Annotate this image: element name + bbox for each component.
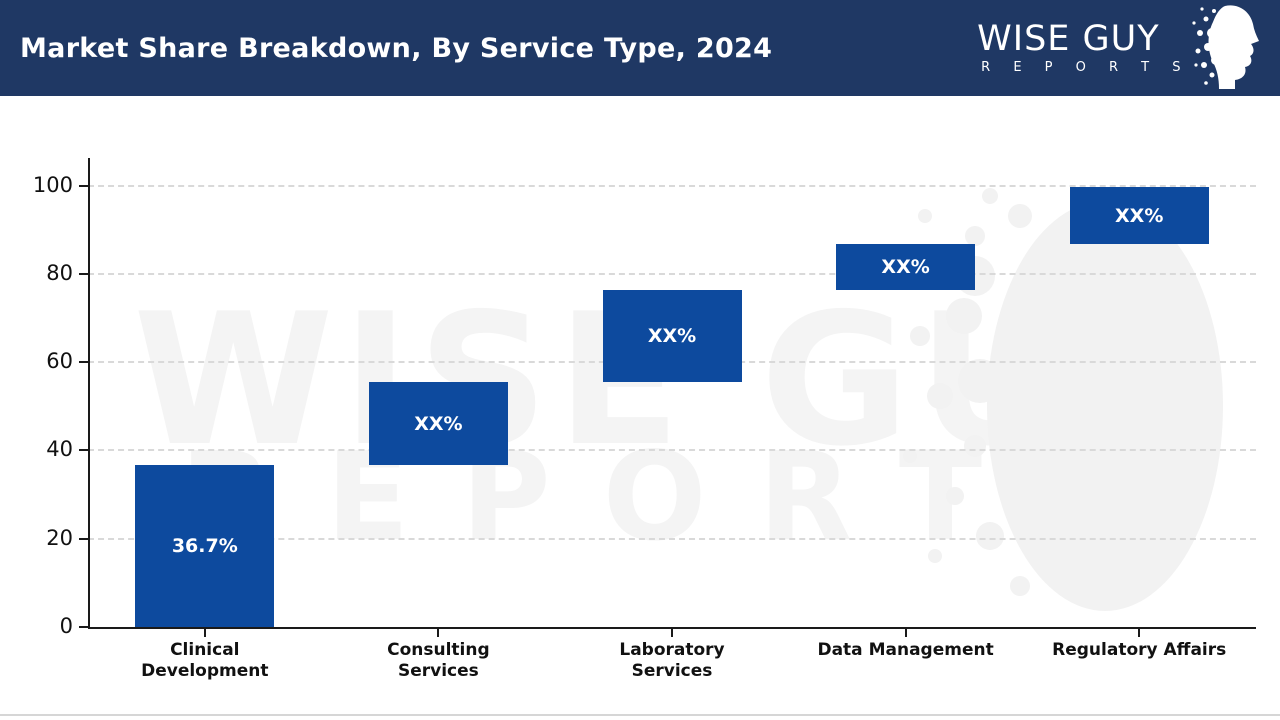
logo-head-icon (1192, 5, 1259, 89)
y-tick-mark (79, 184, 88, 187)
x-category-label: Regulatory Affairs (1052, 640, 1227, 660)
y-axis-spine (88, 158, 90, 629)
header: Market Share Breakdown, By Service Type,… (0, 0, 1280, 96)
chart-title: Market Share Breakdown, By Service Type,… (20, 32, 773, 64)
wise-guy-logo: WISE GUY R E P O R T S (977, 5, 1262, 91)
y-tick-mark (79, 272, 88, 275)
bar-value-label: XX% (414, 412, 463, 435)
gridline (88, 184, 1256, 187)
bar-segment: XX% (1069, 187, 1209, 244)
x-category-label: Clinical Development (141, 640, 269, 682)
bar-segment: 36.7% (135, 465, 275, 627)
x-category-label: Data Management (817, 640, 994, 660)
y-tick-label: 40 (46, 437, 73, 462)
bar-value-label: XX% (1115, 204, 1164, 227)
bar-value-label: XX% (647, 324, 697, 347)
y-tick-label: 60 (46, 349, 73, 374)
x-category-label: Laboratory Services (619, 640, 725, 682)
gridline (88, 537, 1256, 540)
bar-segment: XX% (836, 243, 976, 290)
bottom-divider (0, 714, 1280, 716)
y-tick-label: 100 (32, 172, 73, 197)
y-tick-mark (79, 537, 88, 540)
gridline (88, 449, 1256, 452)
watermark-subtitle: REPORTS (180, 426, 1174, 568)
y-tick-label: 80 (46, 260, 73, 285)
y-tick-mark (79, 626, 88, 628)
y-tick-mark (79, 361, 88, 364)
x-tick-mark (203, 629, 206, 637)
bar-segment: XX% (602, 289, 742, 383)
chart-area: WISE GUY REPORTS 0 20 40 60 80 100 36.7% Clinic… (0, 96, 1280, 720)
logo-wordmark: WISE GUY (977, 18, 1160, 59)
x-tick-mark (1138, 629, 1141, 637)
x-axis-spine (88, 627, 1256, 629)
bar-value-label: XX% (881, 255, 930, 278)
x-tick-mark (671, 629, 673, 637)
x-category-label: Consulting Services (387, 640, 490, 682)
x-tick-mark (904, 629, 907, 637)
bar-value-label: 36.7% (171, 534, 238, 557)
x-tick-mark (437, 629, 440, 637)
bar-segment: XX% (368, 382, 508, 465)
logo-subtitle: R E P O R T S (981, 59, 1190, 75)
y-tick-label: 0 (59, 614, 73, 638)
logo-text: WISE GUY R E P O R T S (977, 18, 1190, 75)
gridline (88, 272, 1256, 275)
y-tick-mark (79, 449, 88, 452)
y-tick-label: 20 (46, 525, 73, 550)
